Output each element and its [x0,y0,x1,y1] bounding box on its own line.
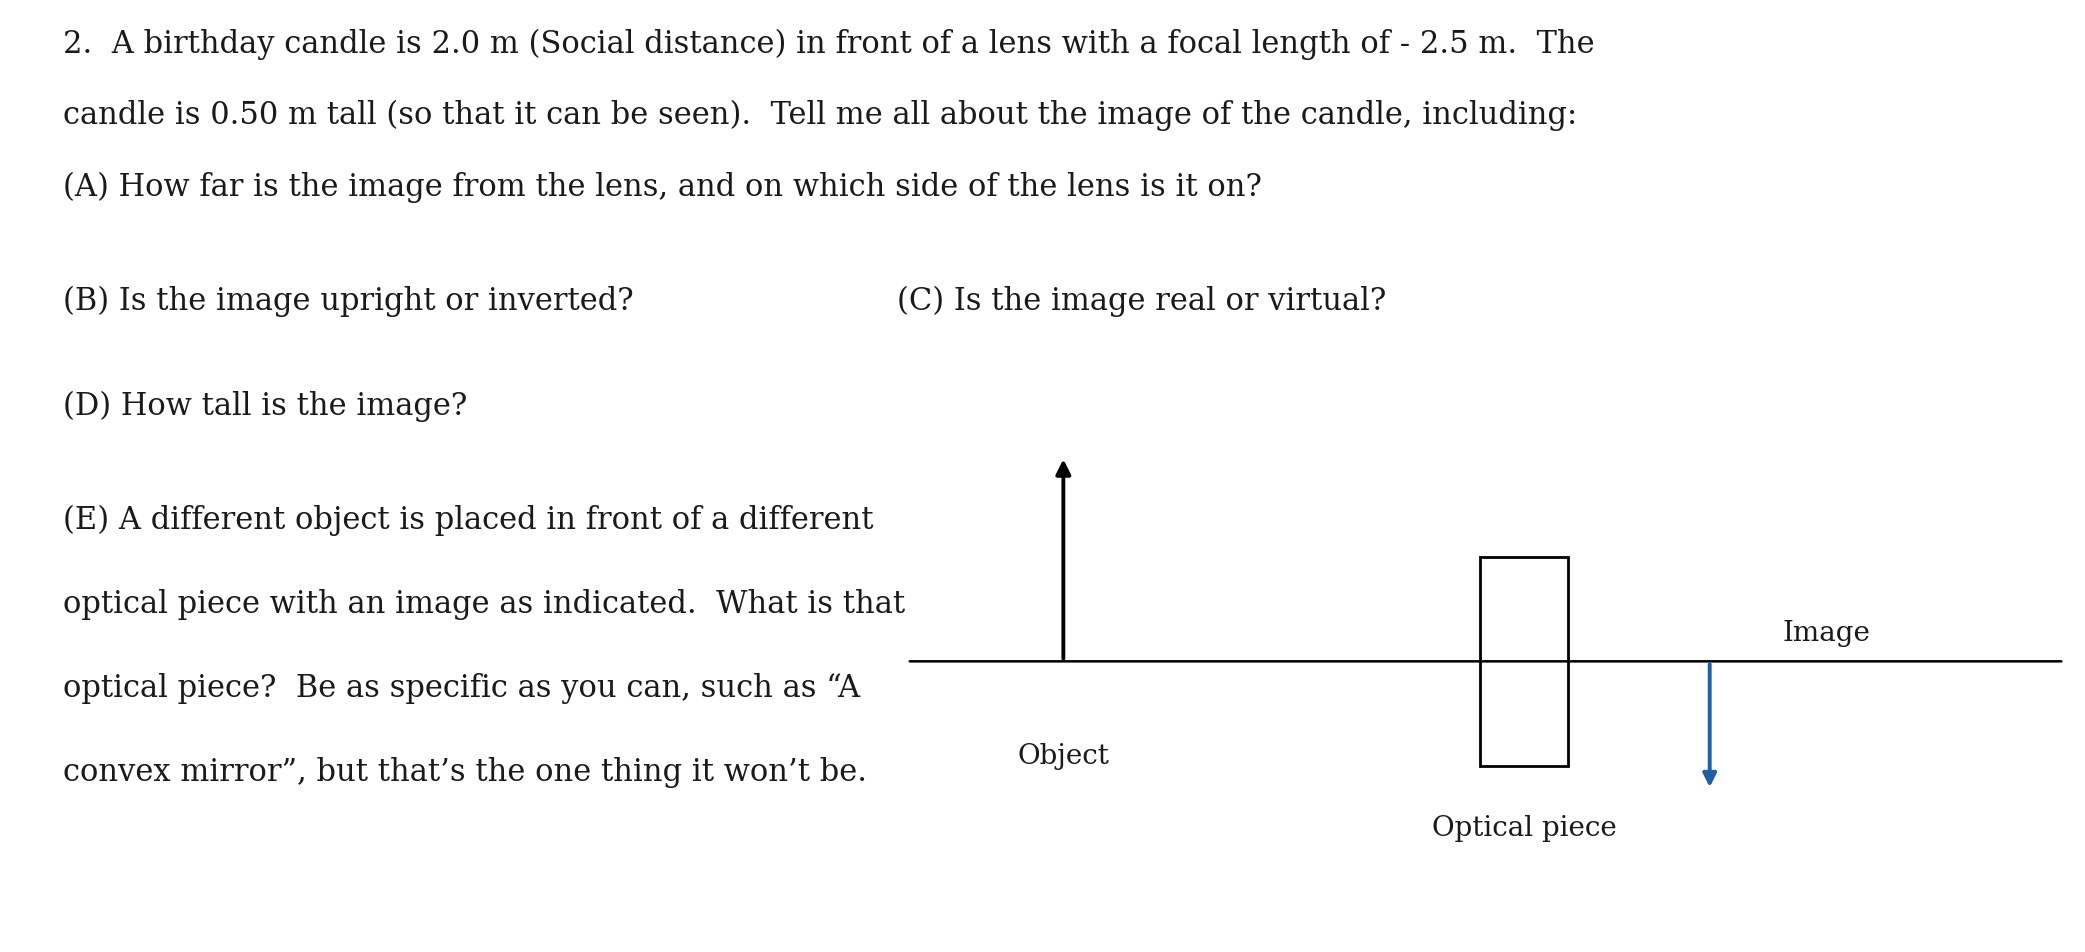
Bar [1480,557,1568,766]
Text: 2.  A birthday candle is 2.0 m (Social distance) in front of a lens with a focal: 2. A birthday candle is 2.0 m (Social di… [63,29,1595,60]
Text: Optical piece: Optical piece [1432,814,1616,841]
Text: optical piece with an image as indicated.  What is that: optical piece with an image as indicated… [63,588,905,620]
Text: Object: Object [1017,743,1109,769]
Text: Image: Image [1783,620,1870,646]
Text: (E) A different object is placed in front of a different: (E) A different object is placed in fron… [63,505,874,536]
Text: (A) How far is the image from the lens, and on which side of the lens is it on?: (A) How far is the image from the lens, … [63,171,1261,203]
Text: (C) Is the image real or virtual?: (C) Is the image real or virtual? [897,286,1387,317]
Text: candle is 0.50 m tall (so that it can be seen).  Tell me all about the image of : candle is 0.50 m tall (so that it can be… [63,100,1576,131]
Text: (B) Is the image upright or inverted?: (B) Is the image upright or inverted? [63,286,634,317]
Text: convex mirror”, but that’s the one thing it won’t be.: convex mirror”, but that’s the one thing… [63,756,867,787]
Text: optical piece?  Be as specific as you can, such as “A: optical piece? Be as specific as you can… [63,672,859,704]
Text: (D) How tall is the image?: (D) How tall is the image? [63,390,467,422]
